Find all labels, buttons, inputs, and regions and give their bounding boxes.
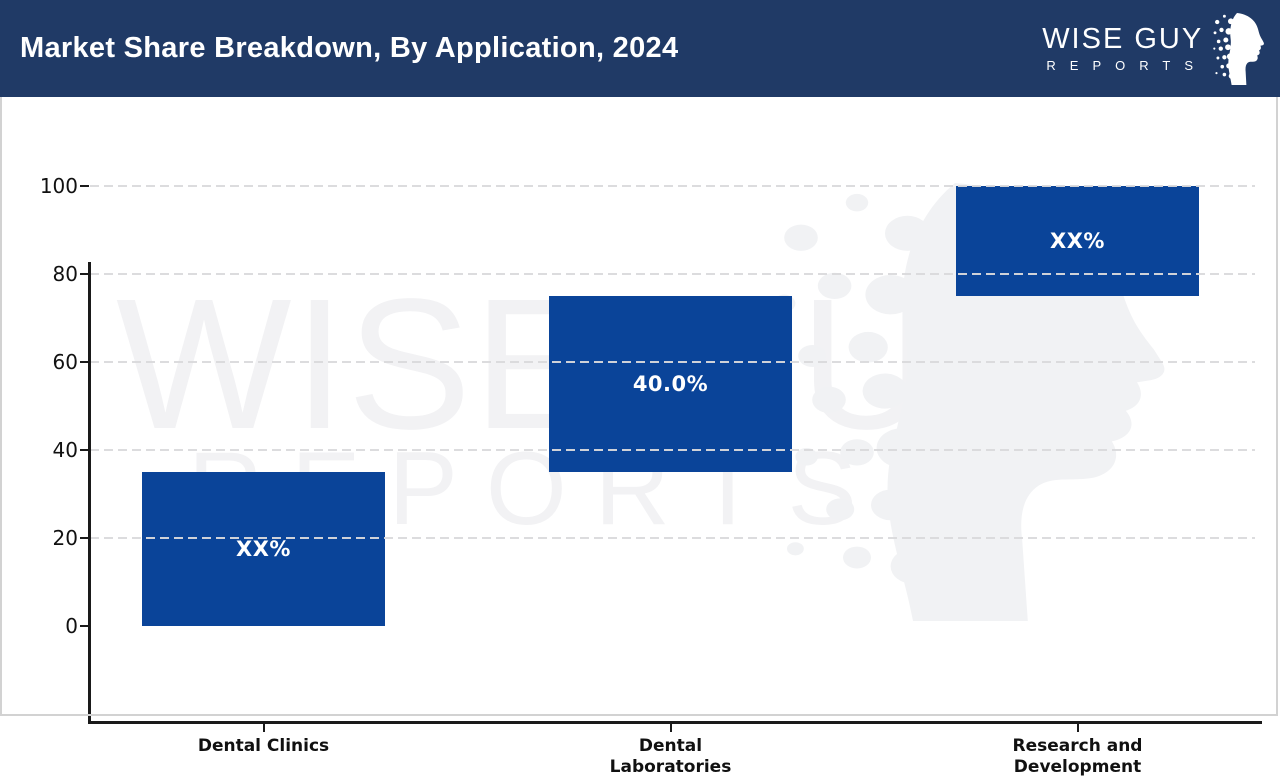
y-tick-mark	[80, 625, 89, 627]
y-axis-line	[88, 262, 91, 724]
gridline	[90, 185, 1255, 187]
y-tick-label: 0	[65, 614, 78, 638]
x-tick-mark	[1076, 724, 1079, 732]
gridline	[90, 361, 1255, 363]
bar-segment: 40.0%	[549, 296, 792, 472]
gridline	[90, 273, 1255, 275]
gridline	[90, 449, 1255, 451]
x-tick-mark	[262, 724, 265, 732]
logo-face-icon	[1213, 12, 1264, 85]
bar-value-label: XX%	[1050, 229, 1105, 253]
bar-segment: XX%	[956, 186, 1199, 296]
gridline	[90, 537, 1255, 539]
category-label: Research and Development	[1012, 736, 1143, 777]
plot-area: 0 20 40 60 80 100 XX% 40.0% XX% Dental Clinics Den…	[0, 97, 1280, 777]
y-tick-mark	[80, 361, 89, 363]
bar-value-label: 40.0%	[632, 372, 709, 396]
y-tick-label: 100	[39, 174, 78, 198]
category-label: Dental Clinics	[197, 736, 330, 756]
y-tick-mark	[80, 537, 89, 539]
y-tick-mark	[80, 449, 89, 451]
category-label: Dental Laboratories	[609, 736, 732, 777]
y-tick-mark	[80, 185, 89, 187]
logo-wordmark-line1: WISE GUY	[1042, 23, 1204, 55]
bar-value-label: XX%	[236, 537, 291, 561]
page-title: Market Share Breakdown, By Application, …	[20, 32, 679, 64]
y-tick-label: 40	[52, 438, 78, 462]
bar-segment: XX%	[142, 472, 385, 626]
y-tick-label: 60	[52, 350, 78, 374]
y-tick-label: 20	[52, 526, 78, 550]
y-tick-label: 80	[52, 262, 78, 286]
logo-wordmark: WISE GUY REPORTS	[1038, 23, 1207, 74]
header: Market Share Breakdown, By Application, …	[0, 0, 1280, 97]
y-tick-mark	[80, 273, 89, 275]
wiseguy-logo: WISE GUY REPORTS	[1038, 11, 1264, 87]
logo-wordmark-line2: REPORTS	[1046, 58, 1207, 73]
x-tick-mark	[669, 724, 672, 732]
